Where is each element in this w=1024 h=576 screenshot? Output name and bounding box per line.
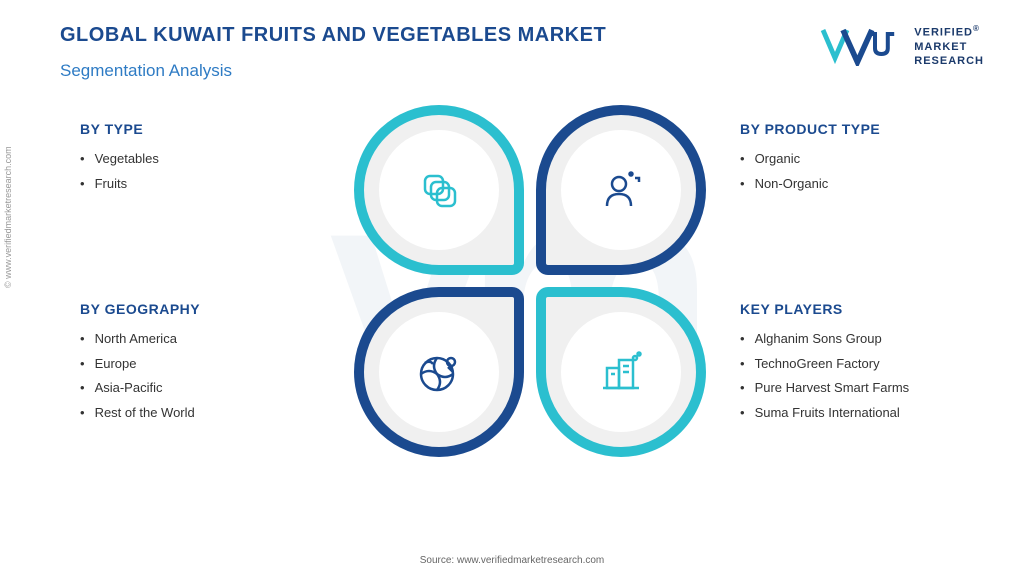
segment-title: BY TYPE	[80, 121, 340, 137]
page-subtitle: Segmentation Analysis	[60, 61, 606, 81]
list-item: Suma Fruits International	[740, 401, 1000, 426]
segment-type: BY TYPE Vegetables Fruits	[80, 101, 340, 196]
building-icon	[597, 348, 645, 396]
petal-diagram	[350, 101, 710, 461]
segment-list: North America Europe Asia-Pacific Rest o…	[80, 327, 340, 426]
segment-list: Organic Non-Organic	[740, 147, 1000, 196]
segment-product-type: BY PRODUCT TYPE Organic Non-Organic	[720, 101, 1000, 196]
list-item: Organic	[740, 147, 1000, 172]
segment-title: KEY PLAYERS	[740, 301, 1000, 317]
list-item: Europe	[80, 352, 340, 377]
logo: VERIFIED® MARKET RESEARCH	[814, 24, 984, 69]
segment-list: Vegetables Fruits	[80, 147, 340, 196]
list-item: Asia-Pacific	[80, 376, 340, 401]
list-item: Fruits	[80, 172, 340, 197]
list-item: Alghanim Sons Group	[740, 327, 1000, 352]
petal-type	[354, 105, 524, 275]
petal-product-type	[536, 105, 706, 275]
list-item: TechnoGreen Factory	[740, 352, 1000, 377]
list-item: Rest of the World	[80, 401, 340, 426]
content-grid: BY TYPE Vegetables Fruits	[0, 91, 1024, 481]
source-text: Source: www.verifiedmarketresearch.com	[420, 555, 605, 566]
globe-icon	[415, 348, 463, 396]
list-item: Vegetables	[80, 147, 340, 172]
header: GLOBAL KUWAIT FRUITS AND VEGETABLES MARK…	[0, 0, 1024, 91]
segment-title: BY GEOGRAPHY	[80, 301, 340, 317]
segment-key-players: KEY PLAYERS Alghanim Sons Group TechnoGr…	[720, 281, 1000, 426]
title-block: GLOBAL KUWAIT FRUITS AND VEGETABLES MARK…	[60, 24, 606, 81]
list-item: Non-Organic	[740, 172, 1000, 197]
segment-list: Alghanim Sons Group TechnoGreen Factory …	[740, 327, 1000, 426]
segment-title: BY PRODUCT TYPE	[740, 121, 1000, 137]
logo-text: VERIFIED® MARKET RESEARCH	[914, 24, 984, 69]
petal-key-players	[536, 287, 706, 457]
list-item: Pure Harvest Smart Farms	[740, 376, 1000, 401]
logo-mark-icon	[814, 26, 904, 66]
page-title: GLOBAL KUWAIT FRUITS AND VEGETABLES MARK…	[60, 24, 606, 47]
list-item: North America	[80, 327, 340, 352]
person-icon	[597, 166, 645, 214]
layers-icon	[415, 166, 463, 214]
segment-geography: BY GEOGRAPHY North America Europe Asia-P…	[80, 281, 340, 426]
petal-geography	[354, 287, 524, 457]
